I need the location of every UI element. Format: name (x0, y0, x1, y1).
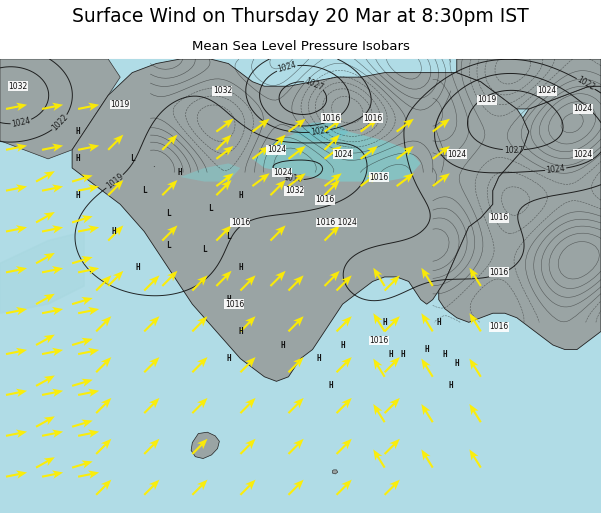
Text: 1027: 1027 (304, 76, 325, 92)
Text: Surface Wind on Thursday 20 Mar at 8:30pm IST: Surface Wind on Thursday 20 Mar at 8:30p… (72, 7, 529, 26)
Text: H: H (238, 191, 243, 200)
Text: Mean Sea Level Pressure Isobars: Mean Sea Level Pressure Isobars (192, 40, 409, 52)
Text: H: H (442, 349, 447, 359)
Text: 1024: 1024 (276, 61, 297, 74)
Text: 1016: 1016 (369, 172, 388, 182)
Polygon shape (0, 59, 120, 159)
Text: 1022: 1022 (575, 75, 596, 92)
Polygon shape (332, 470, 338, 474)
Polygon shape (0, 59, 601, 513)
Text: 1032: 1032 (213, 86, 232, 95)
Text: 1027: 1027 (504, 146, 523, 154)
Text: 1016: 1016 (283, 173, 303, 184)
Text: L: L (226, 231, 231, 241)
Text: 1022: 1022 (310, 126, 330, 137)
Text: L: L (130, 154, 135, 163)
Text: 1024: 1024 (573, 105, 593, 113)
Text: 1024: 1024 (573, 150, 593, 159)
Text: 1016: 1016 (489, 268, 508, 277)
Text: H: H (388, 349, 393, 359)
Text: 1032: 1032 (8, 82, 28, 91)
Polygon shape (457, 59, 601, 109)
Text: 1032: 1032 (285, 186, 304, 195)
Text: H: H (238, 263, 243, 272)
Text: H: H (340, 341, 345, 349)
Text: 1024: 1024 (11, 116, 31, 129)
Text: 1022: 1022 (50, 113, 70, 133)
Text: H: H (382, 318, 387, 327)
Text: 1016: 1016 (489, 213, 508, 223)
Text: H: H (400, 349, 405, 359)
Polygon shape (0, 231, 84, 313)
Text: 1024: 1024 (537, 86, 557, 95)
Text: L: L (166, 241, 171, 250)
Text: 1016: 1016 (315, 195, 334, 204)
Text: L: L (202, 245, 207, 254)
Text: H: H (178, 168, 183, 177)
Text: H: H (454, 359, 459, 368)
Text: L: L (208, 204, 213, 213)
Text: 1019: 1019 (477, 95, 496, 104)
Text: 1024: 1024 (273, 168, 292, 177)
Text: 1016: 1016 (225, 300, 244, 309)
Text: H: H (76, 127, 81, 136)
Text: H: H (112, 227, 117, 236)
Text: H: H (226, 354, 231, 363)
Text: 1024: 1024 (333, 150, 352, 159)
Polygon shape (72, 59, 529, 381)
Text: H: H (136, 263, 141, 272)
Text: 1019: 1019 (111, 100, 130, 109)
Text: L: L (166, 209, 171, 218)
Text: 1024: 1024 (546, 164, 566, 175)
Text: H: H (316, 354, 321, 363)
Text: H: H (238, 327, 243, 336)
Polygon shape (191, 432, 219, 459)
Polygon shape (439, 86, 601, 349)
Text: 1016: 1016 (369, 336, 388, 345)
Text: H: H (280, 341, 285, 349)
Text: H: H (328, 381, 333, 390)
Polygon shape (180, 164, 240, 182)
Text: 1024: 1024 (447, 150, 466, 159)
Text: H: H (76, 191, 81, 200)
Text: 1024: 1024 (267, 145, 286, 154)
Text: 1016: 1016 (363, 113, 382, 123)
Text: 1019: 1019 (105, 172, 125, 191)
Polygon shape (252, 127, 421, 182)
Text: 1016: 1016 (231, 218, 250, 227)
Text: H: H (76, 154, 81, 163)
Text: H: H (448, 381, 453, 390)
Text: 1016 1024: 1016 1024 (316, 218, 357, 227)
Text: 1016: 1016 (321, 113, 340, 123)
Text: 1016: 1016 (489, 322, 508, 331)
Text: H: H (424, 345, 429, 354)
Text: L: L (142, 186, 147, 195)
Text: H: H (436, 318, 441, 327)
Text: H: H (226, 295, 231, 304)
Polygon shape (288, 123, 349, 141)
